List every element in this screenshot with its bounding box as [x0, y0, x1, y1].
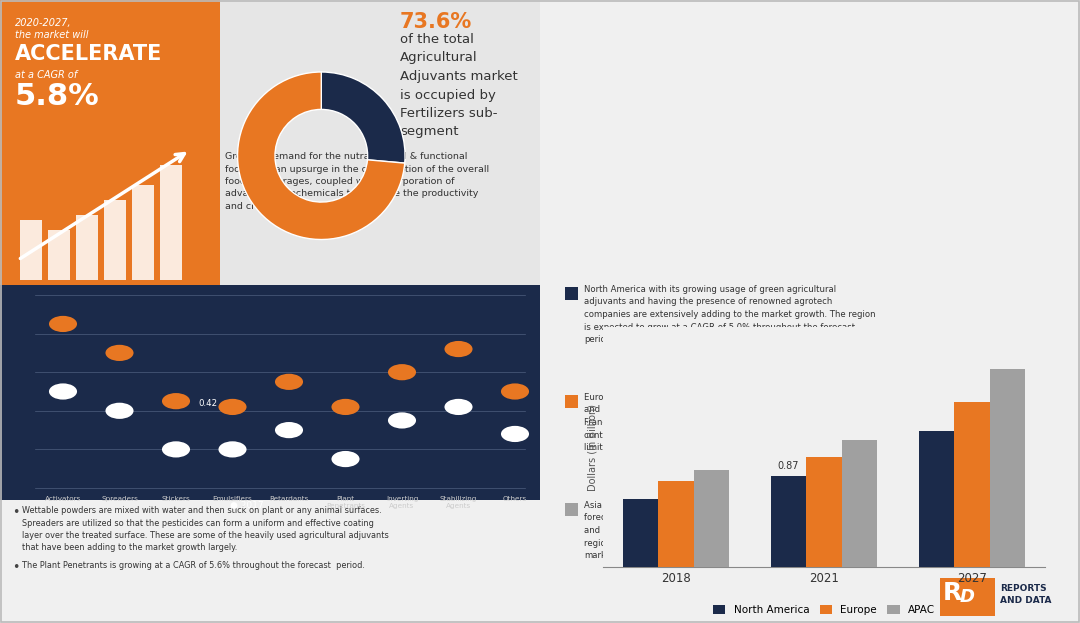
Text: AND DATA: AND DATA — [1000, 596, 1052, 605]
Text: Emulsifiers: Emulsifiers — [213, 496, 253, 502]
Text: 0.87: 0.87 — [778, 461, 799, 471]
Bar — [76, 215, 98, 280]
Bar — [659, 482, 693, 567]
Text: Retardants: Retardants — [269, 496, 309, 502]
Text: ACCELERATE: ACCELERATE — [15, 44, 162, 64]
Bar — [940, 578, 995, 616]
Wedge shape — [238, 72, 405, 239]
Bar — [565, 395, 578, 408]
Text: 2020-2027,: 2020-2027, — [15, 18, 71, 28]
Bar — [48, 230, 70, 280]
Text: D: D — [960, 588, 975, 606]
Text: Stabilizing
Agents: Stabilizing Agents — [440, 496, 477, 509]
Text: of the total
Agricultural
Adjuvants market
is occupied by
Fertilizers sub-
segme: of the total Agricultural Adjuvants mark… — [400, 33, 517, 138]
Bar — [21, 220, 42, 280]
Bar — [565, 287, 578, 300]
Bar — [989, 369, 1025, 567]
Text: Inverting
Agents: Inverting Agents — [386, 496, 418, 509]
Text: •: • — [12, 561, 19, 574]
Legend: North America, Europe, APAC: North America, Europe, APAC — [708, 601, 940, 619]
Bar — [104, 200, 126, 280]
Text: Plant
Penetrants: Plant Penetrants — [326, 496, 365, 509]
Text: Growing demand for the nutraceutical & functional
foods and an upsurge in the co: Growing demand for the nutraceutical & f… — [225, 152, 489, 211]
Bar — [955, 402, 989, 567]
Text: Wettable powders are mixed with water and then stick on plant or any animal surf: Wettable powders are mixed with water an… — [22, 506, 389, 553]
Text: the market will: the market will — [15, 30, 89, 40]
Bar — [919, 431, 955, 567]
Y-axis label: Dollars (In Billion): Dollars (In Billion) — [588, 404, 597, 490]
Text: 0.42: 0.42 — [198, 399, 217, 407]
Text: REPORTS: REPORTS — [1000, 584, 1047, 593]
Bar — [693, 470, 729, 567]
Text: Others: Others — [503, 496, 527, 502]
Text: ● 2017: ● 2017 — [230, 501, 264, 510]
FancyArrowPatch shape — [21, 154, 185, 259]
Bar — [841, 440, 877, 567]
Text: 5.8%: 5.8% — [15, 82, 99, 111]
Text: R: R — [943, 581, 962, 605]
Text: North America with its growing usage of green agricultural
adjuvants and having : North America with its growing usage of … — [584, 285, 876, 344]
Bar — [807, 457, 841, 567]
Text: •: • — [12, 506, 19, 519]
Text: Spreaders: Spreaders — [102, 496, 138, 502]
Text: The Plant Penetrants is growing at a CAGR of 5.6% throughout the forecast  perio: The Plant Penetrants is growing at a CAG… — [22, 561, 365, 570]
Bar — [771, 476, 807, 567]
Wedge shape — [322, 72, 405, 163]
Text: Stickers: Stickers — [162, 496, 190, 502]
Text: 73.6%: 73.6% — [400, 12, 472, 32]
Bar — [565, 503, 578, 516]
Text: at a CAGR of: at a CAGR of — [15, 70, 78, 80]
Bar — [623, 499, 659, 567]
Bar — [220, 0, 540, 285]
Bar — [160, 165, 183, 280]
Bar — [540, 0, 1080, 623]
Bar — [0, 0, 220, 285]
Bar — [132, 185, 154, 280]
Text: European countries are forecasted to retain a steady growth rate
and would likel: European countries are forecasted to ret… — [584, 393, 873, 452]
Text: Activators: Activators — [44, 496, 81, 502]
Bar — [0, 285, 540, 500]
Bar — [0, 500, 540, 623]
Text: Asia Pacific is expected to grow fastest with a CAGR of 7.7% in the
forecast per: Asia Pacific is expected to grow fastest… — [584, 501, 869, 560]
